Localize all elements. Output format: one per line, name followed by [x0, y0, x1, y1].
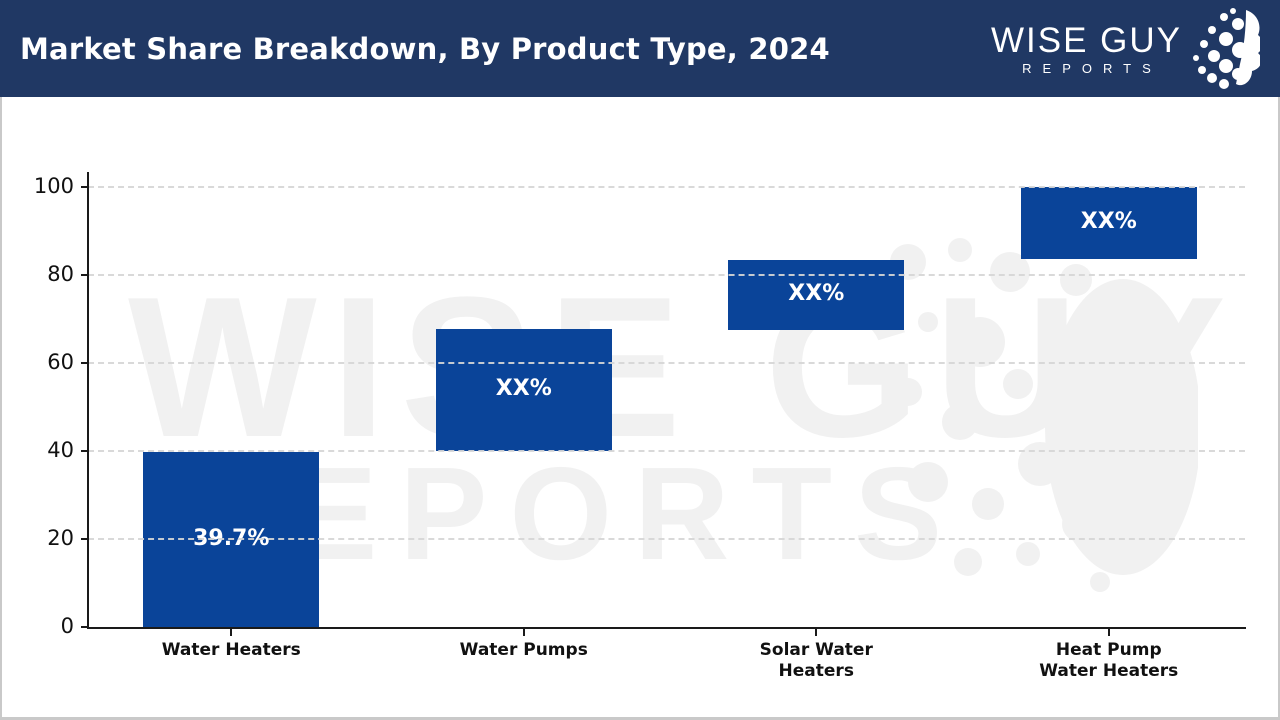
watermark-head-icon [890, 238, 1198, 592]
x-label-water-heaters: Water Heaters [161, 640, 301, 660]
y-tick-80 [81, 274, 89, 276]
report-header: Market Share Breakdown, By Product Type,… [0, 0, 1280, 97]
watermark-wordmark: WISE GUY [128, 256, 1241, 479]
x-tick-water-pumps [522, 628, 525, 636]
x-label-water-pumps: Water Pumps [459, 640, 588, 660]
wiseguy-logo-text: WISE GUY REPORTS [991, 23, 1182, 75]
y-tick-label-40: 40 [47, 438, 74, 462]
y-tick-label-20: 20 [47, 526, 74, 550]
gridline-100 [88, 186, 1245, 188]
bar-heat-pump-water-heaters [1020, 187, 1197, 260]
bar-label-heat-pump-water-heaters: XX% [1080, 209, 1137, 235]
x-axis [87, 627, 1246, 629]
y-tick-60 [81, 362, 89, 364]
bar-solar-water-heaters [728, 260, 905, 330]
page-border-left [0, 97, 2, 720]
wiseguy-logo: WISE GUY REPORTS [991, 6, 1260, 92]
x-label-heat-pump-water-heaters: Heat Pump Water Heaters [1039, 640, 1179, 682]
x-tick-solar-water-heaters [815, 628, 818, 636]
logo-subtitle: REPORTS [1022, 60, 1162, 76]
bar-water-pumps [435, 329, 612, 451]
y-tick-100 [81, 186, 89, 188]
bar-label-solar-water-heaters: XX% [788, 281, 845, 307]
y-tick-20 [81, 538, 89, 540]
logo-head-icon [1193, 7, 1260, 89]
bar-label-water-pumps: XX% [495, 376, 552, 402]
y-tick-0 [81, 626, 89, 628]
y-tick-40 [81, 450, 89, 452]
y-axis [87, 172, 89, 629]
gridline-80 [88, 274, 1245, 276]
logo-wordmark: WISE GUY [990, 20, 1182, 60]
y-tick-label-60: 60 [47, 350, 74, 374]
gridline-40 [88, 450, 1245, 452]
report-title: Market Share Breakdown, By Product Type,… [20, 31, 830, 66]
y-tick-label-100: 100 [33, 174, 74, 198]
x-tick-heat-pump-water-heaters [1107, 628, 1110, 636]
page-border-bottom [0, 717, 1280, 720]
gridline-20 [88, 538, 1245, 540]
x-label-solar-water-heaters: Solar Water Heaters [759, 640, 873, 682]
gridline-60 [88, 362, 1245, 364]
x-tick-water-heaters [230, 628, 233, 636]
y-tick-label-0: 0 [60, 614, 74, 638]
y-tick-label-80: 80 [47, 262, 74, 286]
page-border-right [1278, 97, 1280, 720]
